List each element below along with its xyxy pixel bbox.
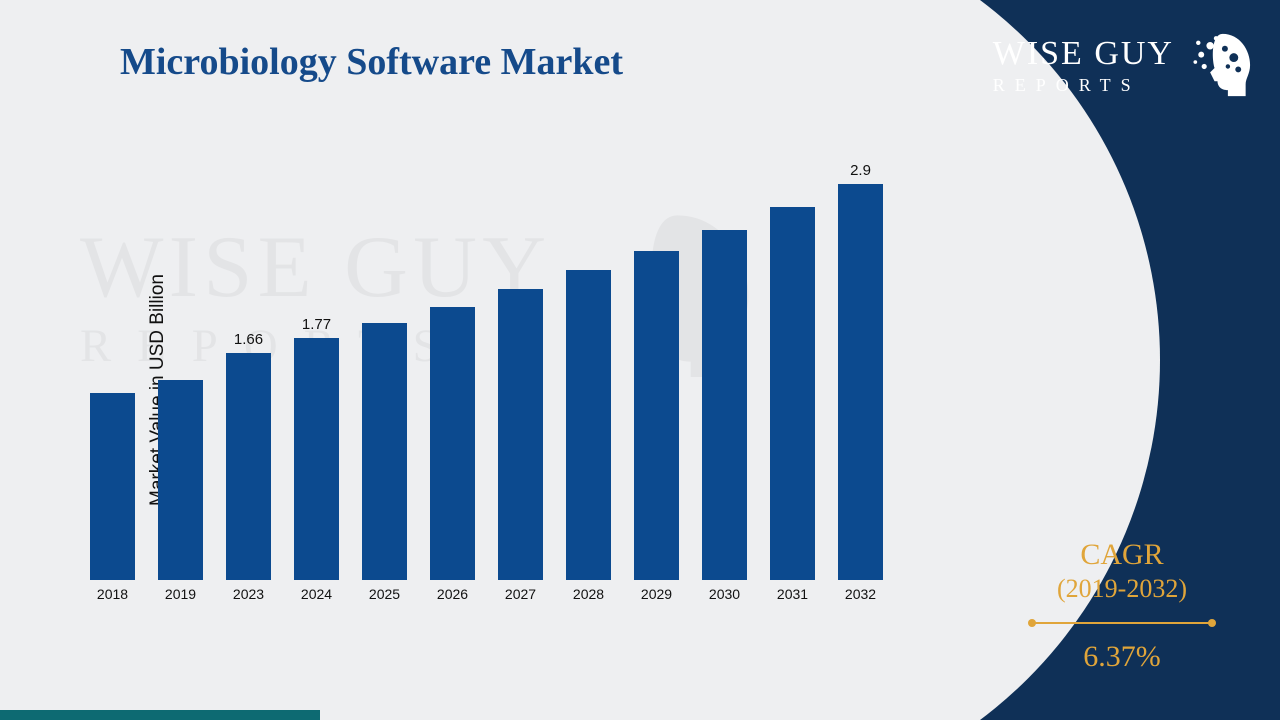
bar: 2031 [770, 207, 815, 580]
cagr-period: (2019-2032) [1002, 574, 1242, 604]
logo-line1: WISE GUY [993, 35, 1174, 72]
x-tick-label: 2030 [709, 586, 740, 602]
x-tick-label: 2029 [641, 586, 672, 602]
bar: 2025 [362, 323, 407, 580]
x-tick-label: 2019 [165, 586, 196, 602]
x-tick-label: 2026 [437, 586, 468, 602]
x-tick-label: 2025 [369, 586, 400, 602]
bar-value-label: 1.77 [302, 316, 331, 333]
cagr-box: CAGR (2019-2032) 6.37% [1002, 538, 1242, 674]
bar: 2018 [90, 393, 135, 580]
x-tick-label: 2032 [845, 586, 876, 602]
chart-title: Microbiology Software Market [120, 40, 623, 84]
head-icon [1182, 28, 1256, 102]
bar: 2019 [158, 380, 203, 580]
bar-value-label: 2.9 [850, 162, 871, 179]
accent-bar [0, 710, 320, 720]
bar-chart: Market Value in USD Billion 201820192023… [50, 170, 910, 610]
bar: 2027 [498, 289, 543, 580]
x-tick-label: 2031 [777, 586, 808, 602]
x-tick-label: 2018 [97, 586, 128, 602]
bar: 20231.66 [226, 353, 271, 580]
cagr-title: CAGR [1002, 538, 1242, 572]
x-tick-label: 2028 [573, 586, 604, 602]
cagr-divider [1032, 622, 1212, 624]
logo-line2: REPORTS [993, 75, 1174, 96]
brand-logo: WISE GUY REPORTS [993, 28, 1256, 102]
bar: 2028 [566, 270, 611, 580]
bar: 20322.9 [838, 184, 883, 580]
bar: 20241.77 [294, 338, 339, 580]
cagr-value: 6.37% [1002, 640, 1242, 674]
bar: 2029 [634, 251, 679, 580]
plot-area: 2018 2019 20231.66 20241.77 2025 2026 2027 2028… [90, 170, 910, 580]
bar-value-label: 1.66 [234, 331, 263, 348]
x-tick-label: 2027 [505, 586, 536, 602]
bar: 2026 [430, 307, 475, 580]
x-tick-label: 2024 [301, 586, 332, 602]
bar: 2030 [702, 230, 747, 580]
x-tick-label: 2023 [233, 586, 264, 602]
